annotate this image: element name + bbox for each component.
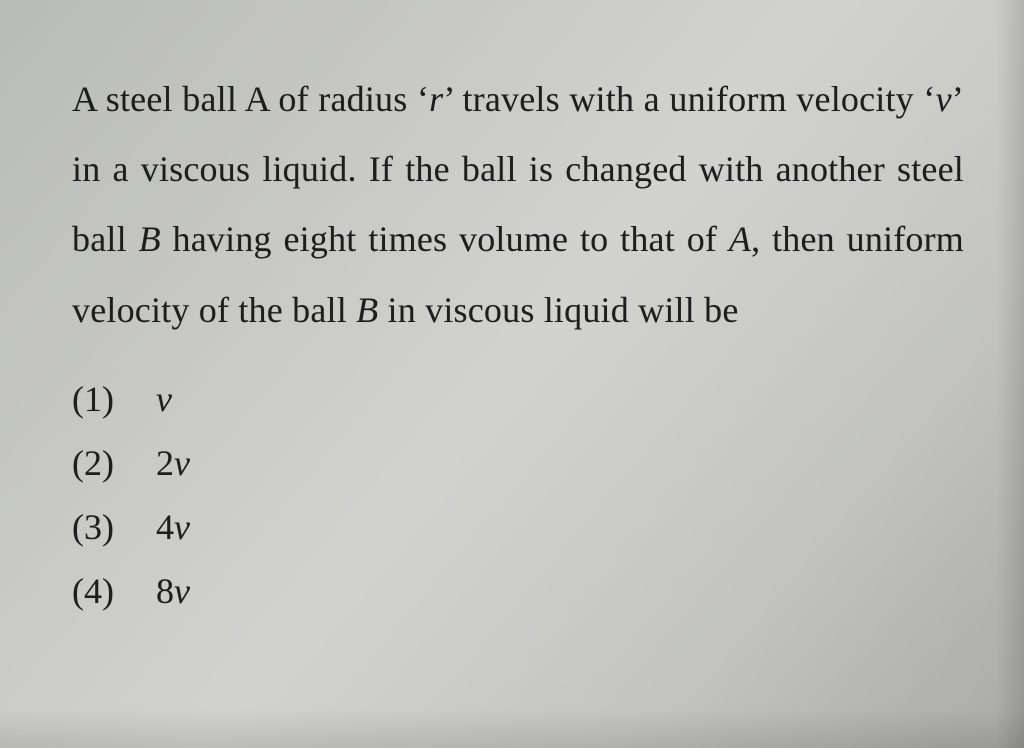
options-list: (1) v (2) 2v (3) 4v (4) 8v bbox=[72, 381, 964, 609]
option-value: 4v bbox=[156, 509, 964, 545]
option-value: 8v bbox=[156, 573, 964, 609]
q-seg-2: ’ travels with a uniform velocity ‘ bbox=[443, 79, 935, 119]
option-sym: v bbox=[156, 379, 172, 419]
q-var-r: r bbox=[429, 79, 443, 119]
option-2: (2) 2v bbox=[72, 445, 964, 481]
option-value: 2v bbox=[156, 445, 964, 481]
option-sym: v bbox=[174, 571, 190, 611]
option-sym: v bbox=[174, 507, 190, 547]
q-var-B: B bbox=[139, 219, 161, 259]
page-scan: A steel ball A of radius ‘r’ travels wit… bbox=[0, 0, 1024, 748]
option-number: (2) bbox=[72, 445, 156, 481]
option-coef: 2 bbox=[156, 443, 174, 483]
option-number: (4) bbox=[72, 573, 156, 609]
question-text: A steel ball A of radius ‘r’ travels wit… bbox=[72, 64, 964, 345]
option-number: (1) bbox=[72, 381, 156, 417]
option-sym: v bbox=[174, 443, 190, 483]
q-var-B2: B bbox=[356, 290, 378, 330]
q-var-A: A bbox=[729, 219, 751, 259]
option-3: (3) 4v bbox=[72, 509, 964, 545]
option-coef: 8 bbox=[156, 571, 174, 611]
option-4: (4) 8v bbox=[72, 573, 964, 609]
option-value: v bbox=[156, 381, 964, 417]
q-seg-1: A steel ball A of radius ‘ bbox=[72, 79, 429, 119]
q-seg-4: having eight times volume to that of bbox=[161, 219, 729, 259]
option-number: (3) bbox=[72, 509, 156, 545]
q-seg-6: in viscous liquid will be bbox=[378, 290, 738, 330]
q-var-v: v bbox=[936, 79, 952, 119]
option-1: (1) v bbox=[72, 381, 964, 417]
option-coef: 4 bbox=[156, 507, 174, 547]
